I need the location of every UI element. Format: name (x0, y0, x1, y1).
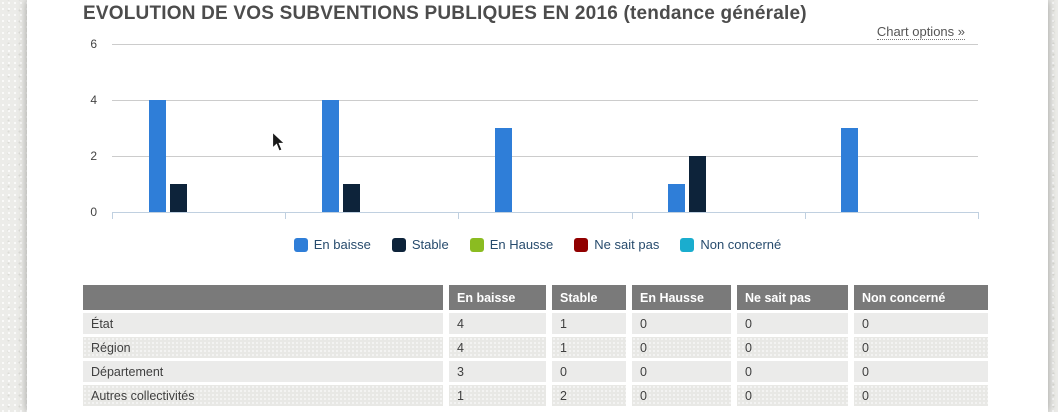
gridline (112, 156, 978, 157)
legend-swatch (574, 237, 589, 252)
table-header-cell-non-concerne: Non concerné (848, 285, 988, 310)
bar-stable (169, 184, 187, 212)
chart-options-link[interactable]: Chart options » (876, 24, 965, 40)
bar-stable (342, 184, 360, 212)
bar-en-baisse (841, 128, 859, 212)
legend-item-ne-sait-pas[interactable]: Ne sait pas (574, 237, 659, 252)
chart-legend: En baisse Stable En Hausse Ne sait pas N… (27, 237, 1048, 252)
table-cell: 0 (626, 310, 731, 334)
table-cell: 2 (546, 382, 626, 406)
table-cell: 0 (848, 358, 988, 382)
mouse-cursor (271, 131, 287, 152)
table-row: Autres collectivités 1 2 0 0 0 (83, 382, 988, 406)
data-table: En baisse Stable En Hausse Ne sait pas N… (83, 285, 988, 406)
legend-item-en-baisse[interactable]: En baisse (293, 237, 371, 252)
table-header-cell-ne-sait-pas: Ne sait pas (731, 285, 848, 310)
legend-swatch (391, 237, 406, 252)
y-axis-label: 6 (90, 37, 97, 51)
table-cell: 0 (731, 310, 848, 334)
table-cell: 0 (546, 358, 626, 382)
table-cell: 0 (848, 310, 988, 334)
row-label: Autres collectivités (83, 382, 443, 406)
bar-stable (689, 156, 707, 212)
legend-label: Stable (411, 237, 449, 252)
bar-en-baisse (148, 100, 166, 212)
x-axis-tick (805, 213, 806, 219)
y-axis-label: 2 (90, 149, 97, 163)
legend-swatch (680, 237, 695, 252)
chart-plot-area: 0 2 4 6 (27, 0, 1048, 265)
table-header-cell-empty (83, 285, 443, 310)
content-panel: EVOLUTION DE VOS SUBVENTIONS PUBLIQUES E… (27, 0, 1048, 412)
table-cell: 1 (546, 334, 626, 358)
x-axis-tick (458, 213, 459, 219)
y-axis-label: 0 (90, 205, 97, 219)
legend-item-en-hausse[interactable]: En Hausse (469, 237, 554, 252)
table-cell: 0 (626, 334, 731, 358)
gridline (112, 100, 978, 101)
x-axis-tick (285, 213, 286, 219)
table-cell: 0 (731, 358, 848, 382)
x-axis-tick (112, 213, 113, 219)
legend-label: Ne sait pas (594, 237, 660, 252)
table-cell: 0 (731, 382, 848, 406)
gridline (112, 44, 978, 45)
table-header-cell-en-baisse: En baisse (443, 285, 546, 310)
row-label: Département (83, 358, 443, 382)
legend-swatch (469, 237, 484, 252)
legend-swatch (293, 237, 308, 252)
table-row: Région 4 1 0 0 0 (83, 334, 988, 358)
y-axis-label: 4 (90, 93, 97, 107)
table-header-row: En baisse Stable En Hausse Ne sait pas N… (83, 285, 988, 310)
bar-en-baisse (668, 184, 686, 212)
table-cell: 4 (443, 334, 546, 358)
bar-en-baisse (321, 100, 339, 212)
table-cell: 3 (443, 358, 546, 382)
table-cell: 1 (443, 382, 546, 406)
legend-label: En Hausse (489, 237, 554, 252)
row-label: État (83, 310, 443, 334)
legend-label: Non concerné (700, 237, 782, 252)
x-axis-tick (978, 213, 979, 219)
legend-item-non-concerne[interactable]: Non concerné (680, 237, 781, 252)
table-cell: 0 (848, 382, 988, 406)
table-cell: 4 (443, 310, 546, 334)
table-cell: 0 (848, 334, 988, 358)
table-row: État 4 1 0 0 0 (83, 310, 988, 334)
x-axis-line (112, 212, 979, 213)
legend-item-stable[interactable]: Stable (391, 237, 449, 252)
legend-label: En baisse (313, 237, 371, 252)
table-cell: 1 (546, 310, 626, 334)
bar-en-baisse (494, 128, 512, 212)
table-cell: 0 (626, 382, 731, 406)
table-row: Département 3 0 0 0 0 (83, 358, 988, 382)
table-cell: 0 (626, 358, 731, 382)
table-header-cell-stable: Stable (546, 285, 626, 310)
x-axis-tick (632, 213, 633, 219)
row-label: Région (83, 334, 443, 358)
page-title: EVOLUTION DE VOS SUBVENTIONS PUBLIQUES E… (83, 3, 807, 24)
table-header-cell-en-hausse: En Hausse (626, 285, 731, 310)
table-cell: 0 (731, 334, 848, 358)
